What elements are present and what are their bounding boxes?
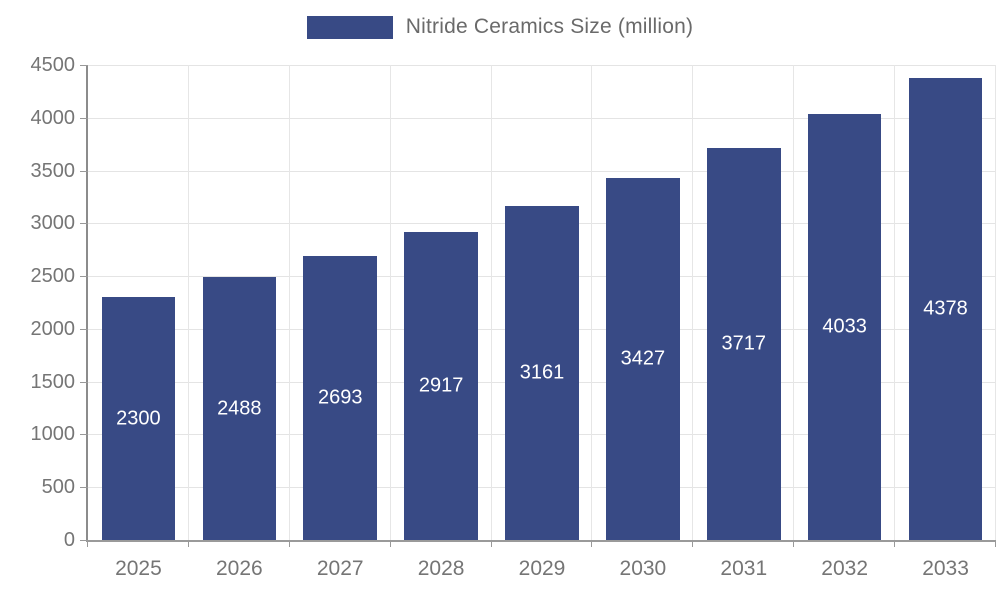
x-axis-label-2033: 2033 [922,557,969,580]
y-axis-label: 3000 [30,212,76,235]
bar-value-label: 3717 [721,332,767,355]
legend-series-label: Nitride Ceramics Size (million) [405,15,694,38]
x-axis-label-2030: 2030 [619,557,667,580]
x-axis-tick [490,540,492,547]
y-axis-tick [80,328,88,330]
gridline-vertical [894,65,896,540]
x-axis-label-2028: 2028 [417,557,465,580]
bar-2028[interactable]: 2917 [404,232,478,540]
y-axis-tick [80,434,88,436]
y-axis-tick [80,117,88,119]
legend-color-swatch [306,15,393,39]
y-axis-label: 4500 [30,54,76,76]
gridline-horizontal [88,170,996,172]
bar-value-label: 2488 [217,397,262,420]
y-axis-label: 1000 [30,423,76,446]
y-axis-label: 3500 [30,159,76,182]
x-axis-label-2029: 2029 [518,557,566,580]
x-axis-label-2032: 2032 [821,557,869,580]
x-axis-label-2026: 2026 [215,557,263,580]
x-axis-tick [187,540,189,547]
gridline-vertical [692,65,694,540]
gridline-vertical [288,65,290,540]
y-axis-label: 4000 [30,106,76,129]
y-axis-tick [80,540,88,541]
bar-value-label: 4033 [822,315,867,338]
plot-area: 0 500 1000 1500 2000 2500 3000 3500 4000 4500 2300… [31,55,996,580]
bar-value-label: 3427 [620,347,666,370]
y-axis-label: 1500 [30,370,76,393]
bar-2027[interactable]: 2693 [303,255,378,540]
gridline-horizontal [88,65,996,66]
gridline-vertical [591,65,593,540]
x-axis-label-2031: 2031 [720,557,768,580]
y-axis-tick [80,381,88,383]
x-axis-tick [793,540,795,547]
bar-value-label: 2300 [116,407,161,430]
bar-2032[interactable]: 4033 [807,114,882,540]
y-axis-tick [80,276,88,278]
gridline-vertical [995,65,996,540]
bar-2031[interactable]: 3717 [706,147,781,540]
gridline-horizontal [88,117,996,119]
bar-2033[interactable]: 4378 [908,77,983,540]
bar-value-label: 2917 [418,374,464,397]
x-axis-tick [87,540,88,547]
y-axis-label: 0 [63,529,75,551]
x-axis-tick [894,540,896,547]
y-axis-tick [80,170,88,172]
gridline-vertical [389,65,391,540]
x-axis-tick [692,540,694,547]
bar-value-label: 4378 [923,297,968,320]
y-axis-label: 2500 [30,265,76,288]
bar-value-label: 3161 [519,361,565,384]
y-axis-label: 500 [41,476,75,499]
gridline-vertical [793,65,795,540]
y-axis-tick [80,223,88,225]
x-axis-label-2025: 2025 [115,557,162,580]
x-axis-tick [288,540,290,547]
bar-2029[interactable]: 3161 [505,206,579,540]
y-axis-tick [80,65,88,66]
y-axis-tick [80,487,88,489]
x-axis-tick [995,540,996,547]
x-axis-label-2027: 2027 [316,557,364,580]
x-axis-tick [591,540,593,547]
bar-value-label: 2693 [317,386,363,409]
y-axis-label: 2000 [30,317,76,340]
chart-legend[interactable]: Nitride Ceramics Size (million) [0,15,1000,39]
x-axis-tick [389,540,391,547]
bar-2025[interactable]: 2300 [101,297,176,540]
bar-2030[interactable]: 3427 [606,178,680,540]
gridline-vertical [187,65,189,540]
gridline-vertical [490,65,492,540]
bar-2026[interactable]: 2488 [202,277,277,540]
